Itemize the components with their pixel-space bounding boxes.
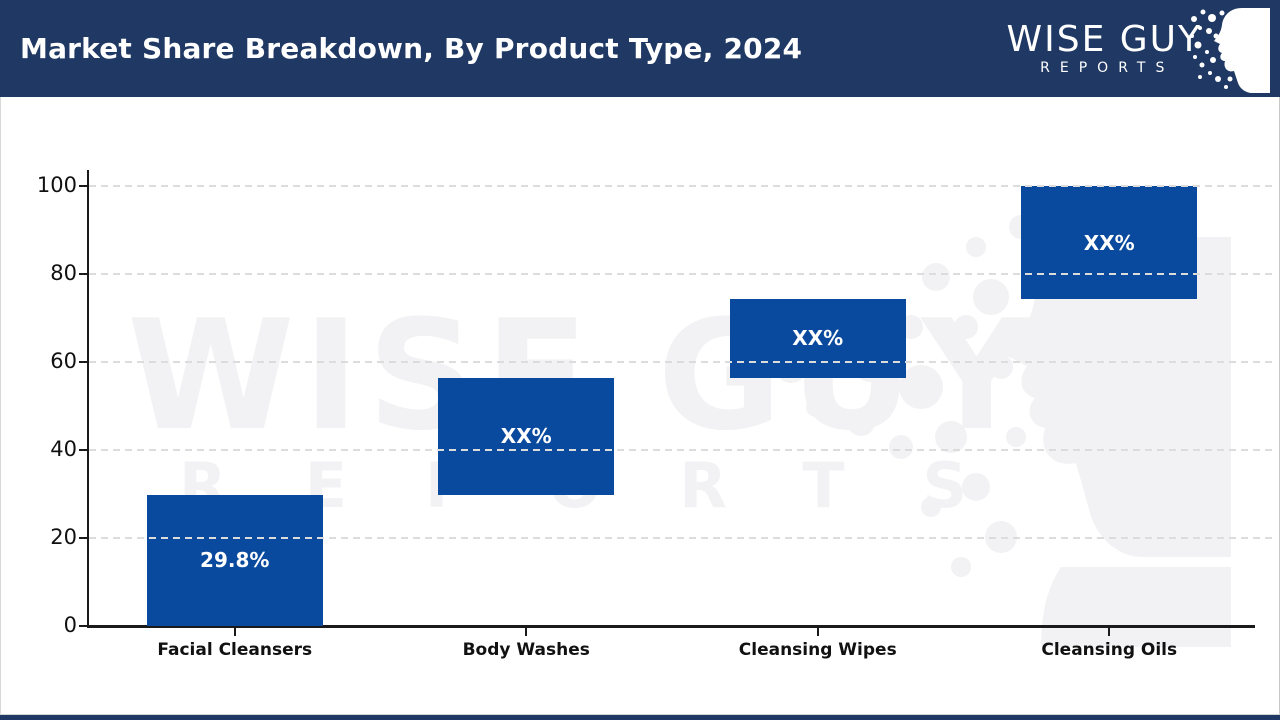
header: Market Share Breakdown, By Product Type,… xyxy=(0,0,1280,97)
y-tick xyxy=(79,273,87,275)
x-tick xyxy=(233,628,236,636)
bar: XX% xyxy=(729,299,906,378)
bar-value-label: 29.8% xyxy=(200,548,270,573)
category-label: Facial Cleansers xyxy=(157,640,313,660)
y-tick xyxy=(79,625,87,627)
y-tick xyxy=(79,449,87,451)
y-tick-label: 100 xyxy=(36,173,77,197)
y-tick xyxy=(79,361,87,363)
bar: XX% xyxy=(1021,186,1198,300)
bar-value-label: XX% xyxy=(1083,230,1135,255)
bar: 29.8% xyxy=(146,494,323,626)
category-label: Cleansing Oils xyxy=(1041,640,1178,660)
x-axis-line xyxy=(89,625,1255,628)
x-tick xyxy=(525,628,528,636)
y-axis-line xyxy=(87,170,89,628)
y-tick-label: 40 xyxy=(50,437,77,461)
logo-face-icon xyxy=(1190,7,1270,93)
y-tick-label: 60 xyxy=(50,349,77,373)
bar-value-label: XX% xyxy=(500,424,552,449)
gridline xyxy=(89,361,1277,363)
x-tick xyxy=(816,628,819,636)
y-tick-label: 20 xyxy=(50,525,77,549)
y-tick-label: 80 xyxy=(50,261,77,285)
footer-bar xyxy=(0,715,1280,720)
gridline xyxy=(89,185,1277,187)
x-tick xyxy=(1108,628,1111,636)
category-label: Body Washes xyxy=(462,640,590,660)
bar-value-label: XX% xyxy=(792,326,844,351)
page-title: Market Share Breakdown, By Product Type,… xyxy=(20,32,803,65)
y-tick-label: 0 xyxy=(63,613,77,637)
logo-wordmark: WISE GUY xyxy=(1006,19,1202,61)
gridline xyxy=(89,537,1277,539)
y-tick xyxy=(79,185,87,187)
bar: XX% xyxy=(438,377,615,495)
category-label: Cleansing Wipes xyxy=(738,640,897,660)
chart-area: WISE GUY REPORTS 02040608010029.8%Facial… xyxy=(0,97,1280,715)
y-tick xyxy=(79,537,87,539)
logo-subtext: REPORTS xyxy=(1040,59,1175,76)
logo-wordmark-block: WISE GUY REPORTS xyxy=(1007,21,1203,76)
gridline xyxy=(89,449,1277,451)
gridline xyxy=(89,273,1277,275)
brand-logo: WISE GUY REPORTS xyxy=(1007,5,1270,93)
